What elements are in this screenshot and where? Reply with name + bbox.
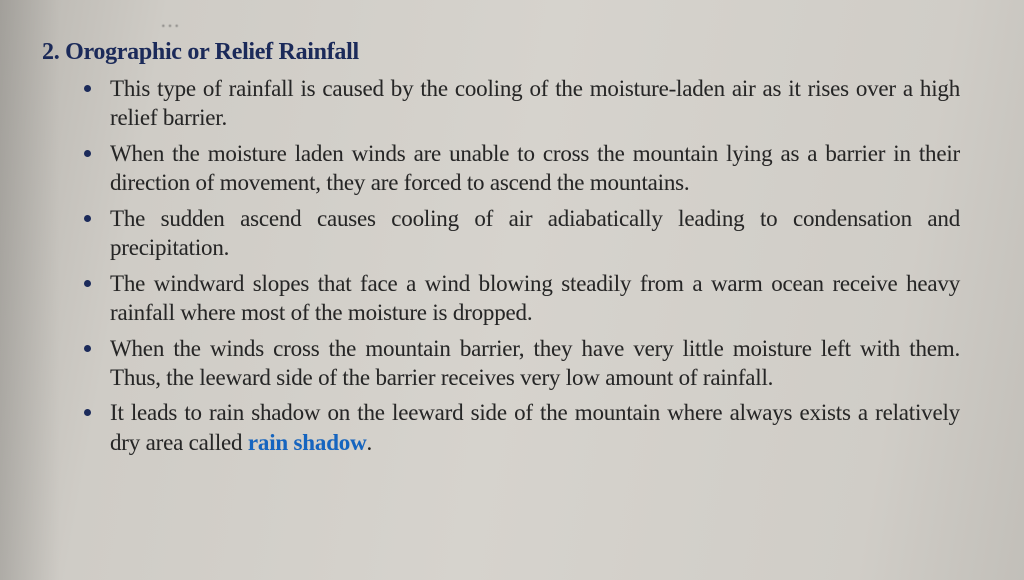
textbook-page: … 2. Orographic or Relief Rainfall This … [0,0,1024,580]
previous-line-cutoff: … [40,10,964,33]
bullet-text: The sudden ascend causes cooling of air … [110,206,960,260]
list-item: When the moisture laden winds are unable… [110,139,964,198]
bullet-text: The windward slopes that face a wind blo… [110,271,960,325]
heading-title: Orographic or Relief Rainfall [65,39,359,65]
list-item: It leads to rain shadow on the leeward s… [110,398,964,457]
bullet-list: This type of rainfall is caused by the c… [40,74,964,457]
list-item: When the winds cross the mountain barrie… [110,334,964,393]
keyword-rain-shadow: rain shadow [248,430,367,455]
bullet-text: This type of rainfall is caused by the c… [110,76,960,130]
bullet-text-suffix: . [367,430,373,455]
list-item: The sudden ascend causes cooling of air … [110,204,964,263]
list-item: The windward slopes that face a wind blo… [110,269,964,328]
heading-number: 2. [42,39,59,65]
section-heading: 2. Orographic or Relief Rainfall [42,39,964,66]
bullet-text-prefix: It leads to rain shadow on the leeward s… [110,400,960,454]
bullet-text: When the moisture laden winds are unable… [110,141,960,195]
bullet-text: When the winds cross the mountain barrie… [110,336,960,390]
list-item: This type of rainfall is caused by the c… [110,74,964,133]
